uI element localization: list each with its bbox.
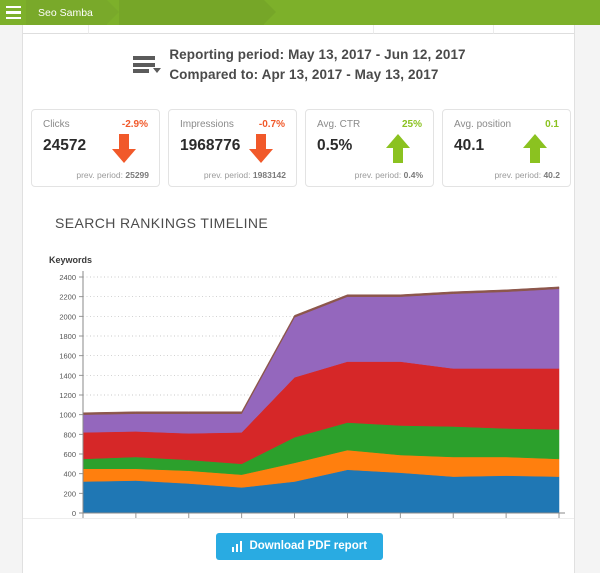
kpi-label: Impressions [180, 119, 234, 130]
reporting-period-header: Reporting period: May 13, 2017 - Jun 12,… [23, 47, 574, 82]
kpi-card-avg-ctr[interactable]: Avg. CTR 25% 0.5% prev. period: 0.4% [305, 109, 434, 187]
y-axis-tick-label: 1400 [59, 371, 76, 380]
arrow-down-icon [112, 134, 136, 163]
kpi-previous-period: prev. period: 25299 [76, 170, 149, 180]
kpi-prev-value: 40.2 [543, 170, 560, 180]
hamburger-line [5, 5, 21, 9]
kpi-prev-value: 0.4% [403, 170, 423, 180]
bar-chart-icon [231, 540, 243, 552]
kpi-value: 0.5% [317, 137, 353, 154]
kpi-card-row: Clicks -2.9% 24572 prev. period: 25299 I… [31, 109, 571, 187]
kpi-prev-label: prev. period: [203, 170, 251, 180]
kpi-prev-value: 25299 [125, 170, 149, 180]
y-axis-tick-label: 600 [63, 450, 76, 459]
kpi-delta: -2.9% [121, 119, 148, 130]
table-cell [23, 25, 89, 34]
kpi-value: 1968776 [180, 137, 241, 154]
kpi-card-clicks[interactable]: Clicks -2.9% 24572 prev. period: 25299 [31, 109, 160, 187]
table-cell [494, 25, 574, 34]
icon-line [133, 62, 156, 67]
y-axis-tick-label: 800 [63, 430, 76, 439]
y-axis-tick-label: 1600 [59, 352, 76, 361]
y-axis-tick-label: 0 [72, 509, 76, 518]
icon-line [133, 56, 156, 60]
y-axis-tick-label: 400 [63, 470, 76, 479]
breadcrumb-next-segment[interactable] [118, 0, 276, 25]
download-pdf-report-button[interactable]: Download PDF report [215, 532, 384, 560]
y-axis-tick-label: 2000 [59, 312, 76, 321]
list-lines-icon[interactable] [133, 52, 162, 78]
y-axis-tick-label: 2400 [59, 273, 76, 282]
kpi-prev-label: prev. period: [354, 170, 402, 180]
arrow-down-icon [249, 134, 273, 163]
reporting-period-text: Reporting period: May 13, 2017 - Jun 12,… [169, 47, 465, 82]
bar [239, 540, 243, 552]
kpi-value: 24572 [43, 137, 87, 154]
y-axis-tick-label: 1000 [59, 411, 76, 420]
kpi-label: Clicks [43, 119, 70, 130]
kpi-previous-period: prev. period: 0.4% [355, 170, 423, 180]
kpi-prev-label: prev. period: [494, 170, 542, 180]
kpi-delta: 25% [401, 119, 422, 130]
kpi-prev-value: 1983142 [252, 170, 286, 180]
kpi-previous-period: prev. period: 40.2 [494, 170, 560, 180]
table-cell [89, 25, 374, 34]
icon-line [133, 69, 150, 73]
search-rankings-chart[interactable]: Keywords 0 200 400 600 800 1000 1200 1400 1600 18… [31, 255, 575, 545]
arrow-up-icon [386, 134, 410, 163]
kpi-previous-period: prev. period: 1983142 [204, 170, 286, 180]
section-title-search-rankings: SEARCH RANKINGS TIMELINE [55, 215, 269, 231]
hamburger-line [5, 16, 21, 20]
compared-to-line: Compared to: Apr 13, 2017 - May 13, 2017 [169, 67, 439, 82]
chart-y-axis-title: Keywords [49, 255, 93, 265]
table-cell [374, 25, 494, 34]
breadcrumb-seo-samba[interactable]: Seo Samba [26, 0, 119, 25]
bar [231, 546, 235, 552]
y-axis-tick-label: 1800 [59, 332, 76, 341]
arrow-up-icon [523, 134, 547, 163]
y-axis-tick-label: 200 [63, 489, 76, 498]
kpi-value: 40.1 [454, 137, 485, 154]
kpi-label: Avg. CTR [317, 119, 361, 130]
breadcrumb-label: Seo Samba [38, 6, 93, 19]
top-navigation-bar: Seo Samba [0, 0, 600, 25]
chart-area-series[interactable] [82, 286, 560, 415]
kpi-prev-label: prev. period: [76, 170, 123, 180]
kpi-card-impressions[interactable]: Impressions -0.7% 1968776 prev. period: … [168, 109, 297, 187]
kpi-delta: 0.1 [545, 119, 559, 130]
reporting-period-line: Reporting period: May 13, 2017 - Jun 12,… [169, 47, 466, 62]
report-footer: Download PDF report [23, 518, 574, 573]
report-panel: Reporting period: May 13, 2017 - Jun 12,… [22, 25, 575, 573]
kpi-label: Avg. position [454, 119, 512, 130]
hamburger-line [5, 11, 21, 14]
bar [235, 543, 239, 552]
kpi-card-avg-position[interactable]: Avg. position 0.1 40.1 prev. period: 40.… [442, 109, 571, 187]
kpi-delta: -0.7% [258, 119, 285, 130]
scrolled-table-sliver [23, 25, 574, 34]
stacked-area-chart-svg[interactable]: 0 200 400 600 800 1000 1200 1400 1600 1800 2000 220… [31, 255, 575, 545]
chevron-down-icon [153, 67, 162, 73]
hamburger-menu-icon[interactable] [0, 0, 26, 25]
y-axis-tick-label: 1200 [59, 391, 76, 400]
y-axis-tick-label: 2200 [59, 293, 76, 302]
download-button-label: Download PDF report [249, 540, 368, 552]
